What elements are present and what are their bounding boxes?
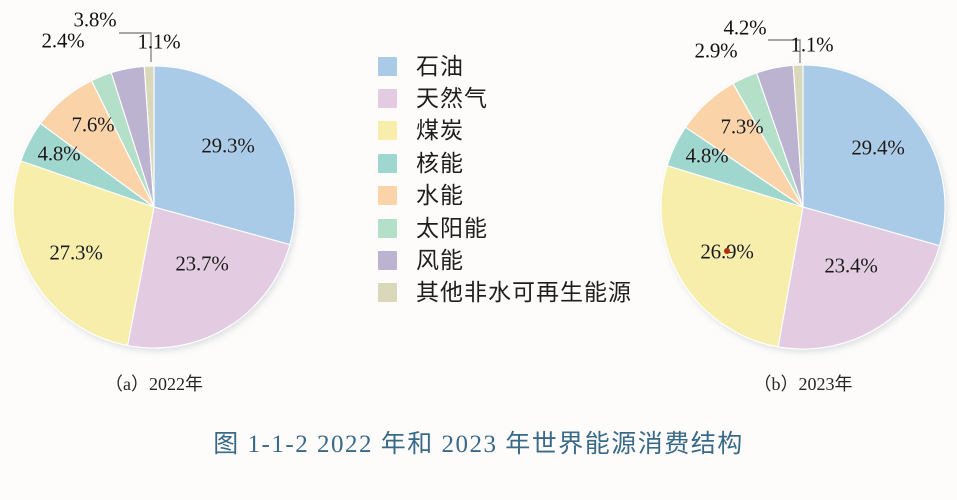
legend-item: 太阳能 [378,212,648,244]
pie-slice-label: 29.4% [851,135,905,160]
legend-color-swatch [378,89,397,109]
pie-slice [126,206,291,349]
pie-svg [12,32,296,349]
legend-color-swatch [378,56,397,76]
legend-label: 水能 [416,183,464,209]
legend-item: 其他非水可再生能源 [378,277,648,309]
legend-item: 风能 [378,244,648,276]
pie-slice-label: 27.3% [49,240,103,265]
pie-subcaption: （a）2022年 [105,374,203,394]
legend-color-swatch [378,153,397,173]
pie-slice-label: 23.4% [824,253,878,278]
pie-slice-label: 4.8% [685,143,729,168]
legend-color-swatch [378,283,397,303]
pie-slice [802,64,946,247]
legend-label: 核能 [416,150,464,176]
legend-color-swatch [378,218,397,238]
legend-label: 其他非水可再生能源 [416,280,632,306]
pie-chart-2023: 29.4%23.4%26.9%4.8%7.3%2.9%4.2%1.1%（b）20… [660,15,946,394]
pie-slice [660,164,804,348]
legend-item: 核能 [378,147,648,179]
legend-label: 太阳能 [416,215,488,241]
figure-caption: 图 1-1-2 2022 年和 2023 年世界能源消费结构 [213,431,744,458]
legend-color-swatch [378,251,397,271]
red-dot-marker [724,248,730,254]
legend-label: 石油 [416,53,464,79]
pie-chart-2022: 29.3% 23.7% 27.3% 4.8% 7.6% 2.4% 3.8% 1.1% （a）20… [12,7,296,394]
legend-item: 石油 [378,50,648,82]
legend-item: 天然气 [378,82,648,114]
pie-slice-label: 2.9% [694,38,738,63]
pie-slice-label: 23.7% [175,251,229,276]
pie-slice-label: 29.3% [201,133,255,158]
legend-item: 煤炭 [378,115,648,147]
legend-label: 煤炭 [416,118,464,144]
pie-slice [777,206,941,350]
pie-slice-label: 1.1% [137,29,181,54]
pie-slice [12,160,155,347]
pie-slice-label: 4.2% [723,15,767,40]
pie-slice-label: 2.4% [41,28,85,53]
pie-slice [153,65,296,246]
pie-slice-label: 3.8% [73,7,117,32]
legend-item: 水能 [378,180,648,212]
legend-color-swatch [378,121,397,141]
pie-slice-label: 4.8% [37,141,81,166]
pie-slice-label: 1.1% [790,32,834,57]
chart-legend: 石油天然气煤炭核能水能太阳能风能其他非水可再生能源 [378,50,648,309]
pie-subcaption: （b）2023年 [753,374,853,394]
legend-color-swatch [378,186,397,206]
pie-slice-label: 7.6% [71,112,115,137]
legend-label: 天然气 [416,86,488,112]
pie-slice [792,64,804,208]
legend-label: 风能 [416,248,464,274]
pie-svg [660,39,946,350]
pie-slice-label: 7.3% [720,114,764,139]
label-leader-line [768,39,801,63]
pie-slice [143,65,155,208]
label-leader-line [119,32,152,62]
